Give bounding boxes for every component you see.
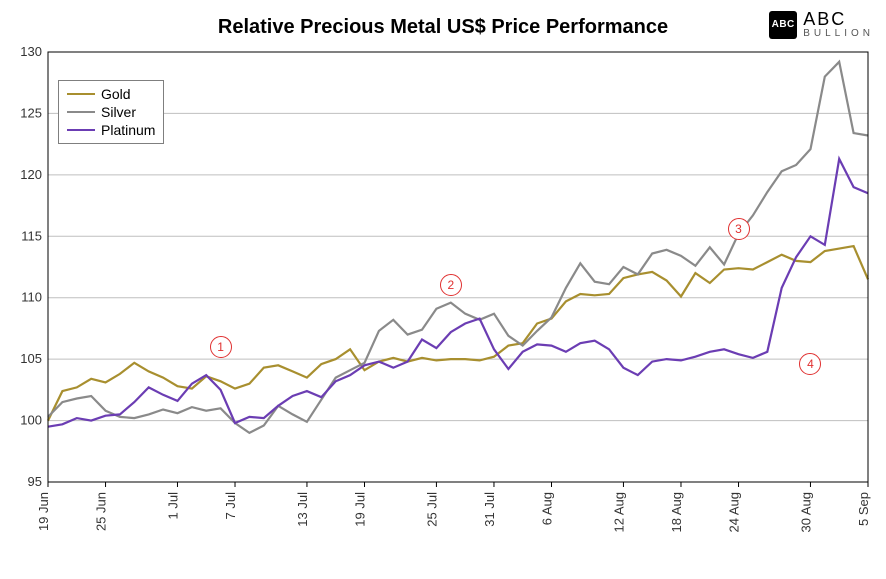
legend-label: Gold xyxy=(101,86,131,102)
x-tick-label: 5 Sep xyxy=(856,492,871,526)
legend-item-platinum: Platinum xyxy=(67,121,155,139)
legend-item-gold: Gold xyxy=(67,85,155,103)
chart-legend: Gold Silver Platinum xyxy=(58,80,164,144)
x-tick-label: 31 Jul xyxy=(482,492,497,527)
x-tick-label: 13 Jul xyxy=(295,492,310,527)
callout-3: 3 xyxy=(728,218,750,240)
x-tick-label: 7 Jul xyxy=(223,492,238,520)
y-tick-label: 125 xyxy=(20,105,42,120)
legend-label: Silver xyxy=(101,104,136,120)
legend-label: Platinum xyxy=(101,122,155,138)
y-tick-label: 130 xyxy=(20,44,42,59)
y-tick-label: 110 xyxy=(21,290,42,305)
x-tick-label: 25 Jul xyxy=(424,492,439,527)
callout-2: 2 xyxy=(440,274,462,296)
chart-container: Relative Precious Metal US$ Price Perfor… xyxy=(0,0,886,579)
legend-item-silver: Silver xyxy=(67,103,155,121)
x-tick-label: 1 Jul xyxy=(165,492,180,520)
y-tick-label: 115 xyxy=(21,228,42,243)
callout-4: 4 xyxy=(799,353,821,375)
y-tick-label: 100 xyxy=(20,413,42,428)
x-tick-label: 19 Jul xyxy=(352,492,367,527)
y-tick-label: 95 xyxy=(28,474,42,489)
x-tick-label: 25 Jun xyxy=(94,492,109,531)
x-tick-label: 24 Aug xyxy=(727,492,742,533)
legend-swatch xyxy=(67,129,95,131)
x-tick-label: 6 Aug xyxy=(540,492,555,525)
callout-1: 1 xyxy=(210,336,232,358)
y-tick-label: 120 xyxy=(20,167,42,182)
y-tick-label: 105 xyxy=(20,351,42,366)
legend-swatch xyxy=(67,111,95,113)
x-tick-label: 12 Aug xyxy=(611,492,626,533)
x-tick-label: 18 Aug xyxy=(669,492,684,533)
legend-swatch xyxy=(67,93,95,95)
x-tick-label: 19 Jun xyxy=(36,492,51,531)
x-tick-label: 30 Aug xyxy=(798,492,813,533)
